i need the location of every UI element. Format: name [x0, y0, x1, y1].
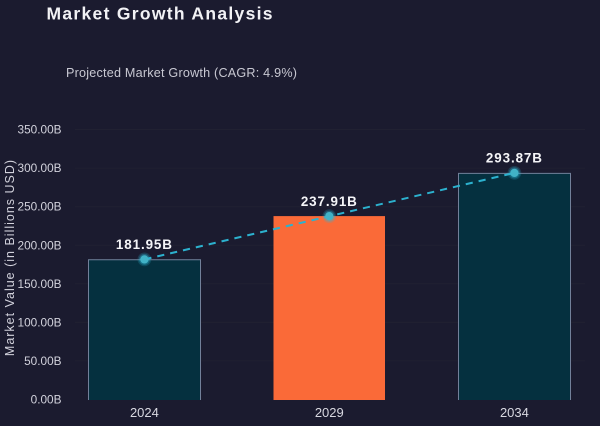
svg-text:100.00B: 100.00B [18, 315, 62, 329]
svg-text:50.00B: 50.00B [24, 354, 62, 368]
svg-text:300.00B: 300.00B [18, 161, 62, 175]
svg-text:350.00B: 350.00B [18, 123, 62, 137]
svg-text:2024: 2024 [130, 405, 159, 420]
svg-text:237.91B: 237.91B [301, 194, 358, 209]
svg-text:293.87B: 293.87B [486, 150, 543, 165]
svg-text:2029: 2029 [315, 405, 344, 420]
svg-text:250.00B: 250.00B [18, 200, 62, 214]
svg-text:Projected Market Growth (CAGR:: Projected Market Growth (CAGR: 4.9%) [66, 66, 297, 80]
svg-text:0.00B: 0.00B [31, 393, 62, 407]
svg-text:200.00B: 200.00B [18, 238, 62, 252]
svg-text:Market Value (in Billions USD): Market Value (in Billions USD) [3, 159, 17, 356]
svg-text:2034: 2034 [500, 405, 529, 420]
svg-text:150.00B: 150.00B [18, 277, 62, 291]
svg-text:181.95B: 181.95B [116, 237, 173, 252]
svg-text:Market Growth Analysis: Market Growth Analysis [47, 3, 274, 23]
